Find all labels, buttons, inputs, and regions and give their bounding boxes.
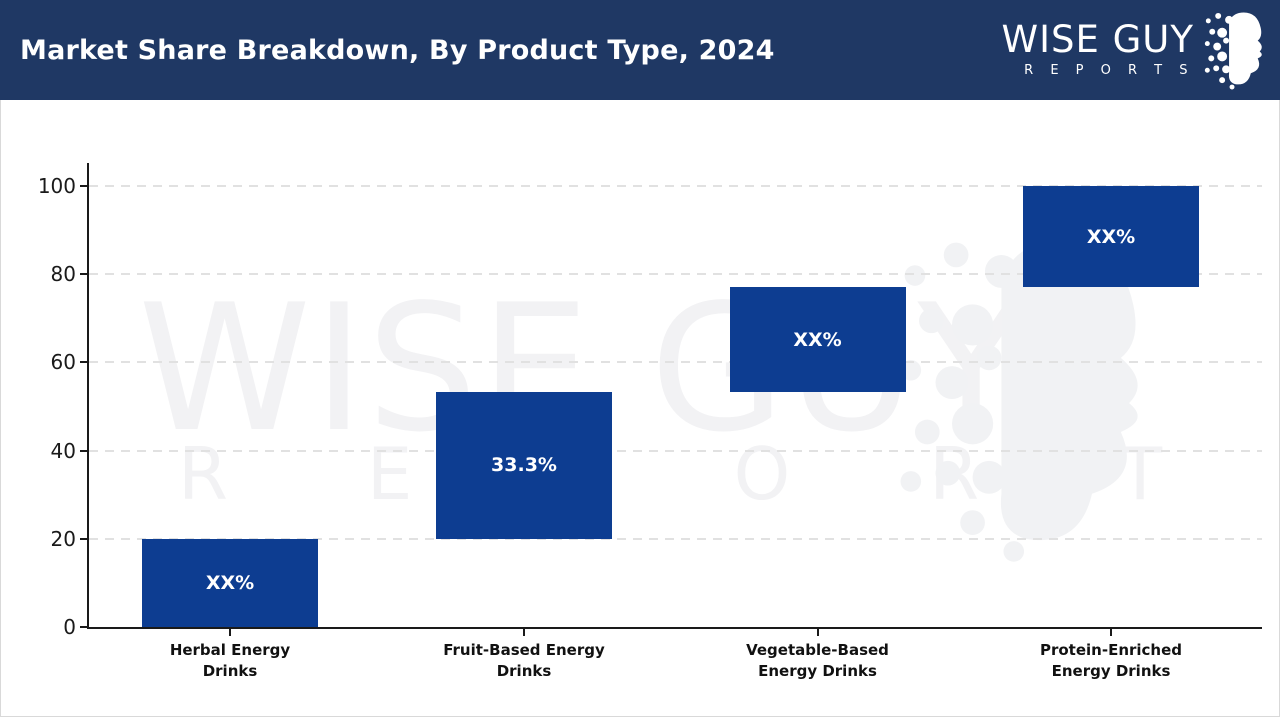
y-tick-80 bbox=[80, 273, 89, 276]
x-label-herbal-energy-drinks: Herbal Energy Drinks bbox=[169, 641, 291, 680]
watermark-face-icon bbox=[900, 240, 1138, 562]
x-label-protein-enriched-energy-drinks: Protein-Enriched Energy Drinks bbox=[1039, 641, 1183, 680]
header: Market Share Breakdown, By Product Type,… bbox=[0, 0, 1280, 100]
x-tick-vegetable-based-energy-drinks bbox=[816, 629, 819, 636]
gridline-100 bbox=[89, 185, 1262, 187]
bar-fruit-based-energy-drinks: 33.3% bbox=[436, 391, 612, 539]
gridline-40 bbox=[89, 449, 1262, 452]
y-tick-20 bbox=[80, 537, 89, 540]
y-tick-40 bbox=[80, 449, 89, 452]
bar-protein-enriched-energy-drinks: XX% bbox=[1023, 186, 1199, 288]
wise-guy-logo: WISE GUY R E P O R T S bbox=[1002, 8, 1270, 92]
y-axis bbox=[87, 163, 89, 629]
y-tick-label-40: 40 bbox=[50, 438, 76, 463]
chart-title: Market Share Breakdown, By Product Type,… bbox=[20, 34, 775, 66]
logo-subtitle: R E P O R T S bbox=[1024, 63, 1194, 78]
bar-value-label: XX% bbox=[205, 571, 255, 594]
bar-value-label: XX% bbox=[1086, 225, 1136, 248]
gridline-20 bbox=[89, 537, 1262, 540]
bar-value-label: XX% bbox=[793, 328, 842, 351]
x-tick-fruit-based-energy-drinks bbox=[523, 629, 525, 636]
y-tick-label-0: 0 bbox=[63, 615, 76, 639]
logo-face-icon bbox=[1204, 12, 1262, 90]
x-label-fruit-based-energy-drinks: Fruit-Based Energy Drinks bbox=[443, 641, 605, 680]
bar-herbal-energy-drinks: XX% bbox=[142, 538, 318, 627]
y-tick-label-20: 20 bbox=[50, 526, 76, 551]
y-tick-label-60: 60 bbox=[50, 350, 76, 375]
y-tick-0 bbox=[80, 626, 89, 628]
gridline-80 bbox=[89, 273, 1262, 276]
x-axis bbox=[87, 627, 1262, 629]
y-tick-label-80: 80 bbox=[50, 262, 76, 287]
bar-vegetable-based-energy-drinks: XX% bbox=[729, 287, 906, 392]
y-tick-100 bbox=[80, 185, 89, 187]
gridline-60 bbox=[89, 361, 1262, 364]
x-tick-herbal-energy-drinks bbox=[229, 629, 231, 636]
bar-value-label: 33.3% bbox=[491, 454, 557, 477]
y-tick-60 bbox=[80, 361, 89, 364]
logo-wordmark: WISE GUY bbox=[1001, 18, 1194, 61]
y-tick-label-100: 100 bbox=[37, 174, 76, 198]
x-label-vegetable-based-energy-drinks: Vegetable-Based Energy Drinks bbox=[746, 641, 889, 680]
logo-text: WISE GUY R E P O R T S bbox=[1002, 20, 1194, 80]
x-tick-protein-enriched-energy-drinks bbox=[1110, 629, 1112, 636]
